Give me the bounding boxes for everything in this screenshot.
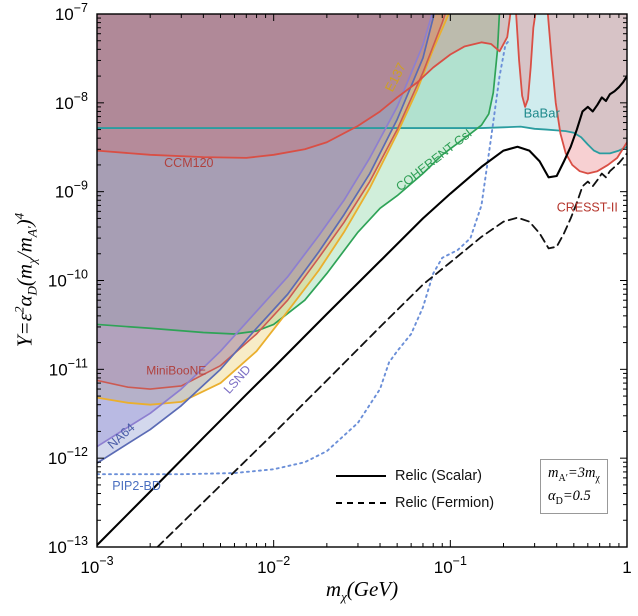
legend-item-relic-fermion: Relic (Fermion) bbox=[336, 489, 494, 516]
x-axis-label: mχ(GeV) bbox=[325, 576, 399, 605]
svg-text:10−13: 10−13 bbox=[48, 534, 88, 557]
svg-text:PIP2-BD: PIP2-BD bbox=[112, 479, 161, 493]
svg-text:10−7: 10−7 bbox=[55, 1, 88, 24]
legend-label: Relic (Fermion) bbox=[395, 494, 495, 511]
dashed-line-swatch bbox=[336, 501, 386, 504]
param-line-alpha-d: αD=0.5 bbox=[548, 487, 591, 507]
svg-text:10−11: 10−11 bbox=[49, 356, 88, 379]
legend-label: Relic (Scalar) bbox=[395, 467, 483, 484]
svg-text:10−10: 10−10 bbox=[48, 268, 88, 291]
svg-text:CRESST-II: CRESST-II bbox=[557, 200, 618, 214]
legend-item-relic-scalar: Relic (Scalar) bbox=[336, 462, 494, 489]
svg-text:BaBar: BaBar bbox=[524, 106, 561, 121]
param-line-mass-ratio: mA′=3mχ bbox=[548, 465, 600, 484]
svg-text:10−2: 10−2 bbox=[257, 554, 290, 577]
svg-text:CCM120: CCM120 bbox=[164, 156, 213, 170]
parameter-box: mA′=3mχ αD=0.5 bbox=[540, 459, 608, 514]
svg-text:10−1: 10−1 bbox=[434, 554, 467, 577]
svg-text:1: 1 bbox=[622, 558, 631, 577]
svg-text:MiniBooNE: MiniBooNE bbox=[146, 363, 206, 377]
svg-text:10−3: 10−3 bbox=[80, 554, 113, 577]
y-axis-label: Y=ε2αD(mχ/mA′)4 bbox=[11, 212, 40, 348]
relic-legend: Relic (Scalar) Relic (Fermion) bbox=[336, 462, 494, 516]
solid-line-swatch bbox=[336, 474, 386, 477]
svg-text:10−8: 10−8 bbox=[55, 90, 88, 113]
svg-text:10−12: 10−12 bbox=[48, 445, 88, 468]
svg-text:10−9: 10−9 bbox=[55, 179, 88, 202]
